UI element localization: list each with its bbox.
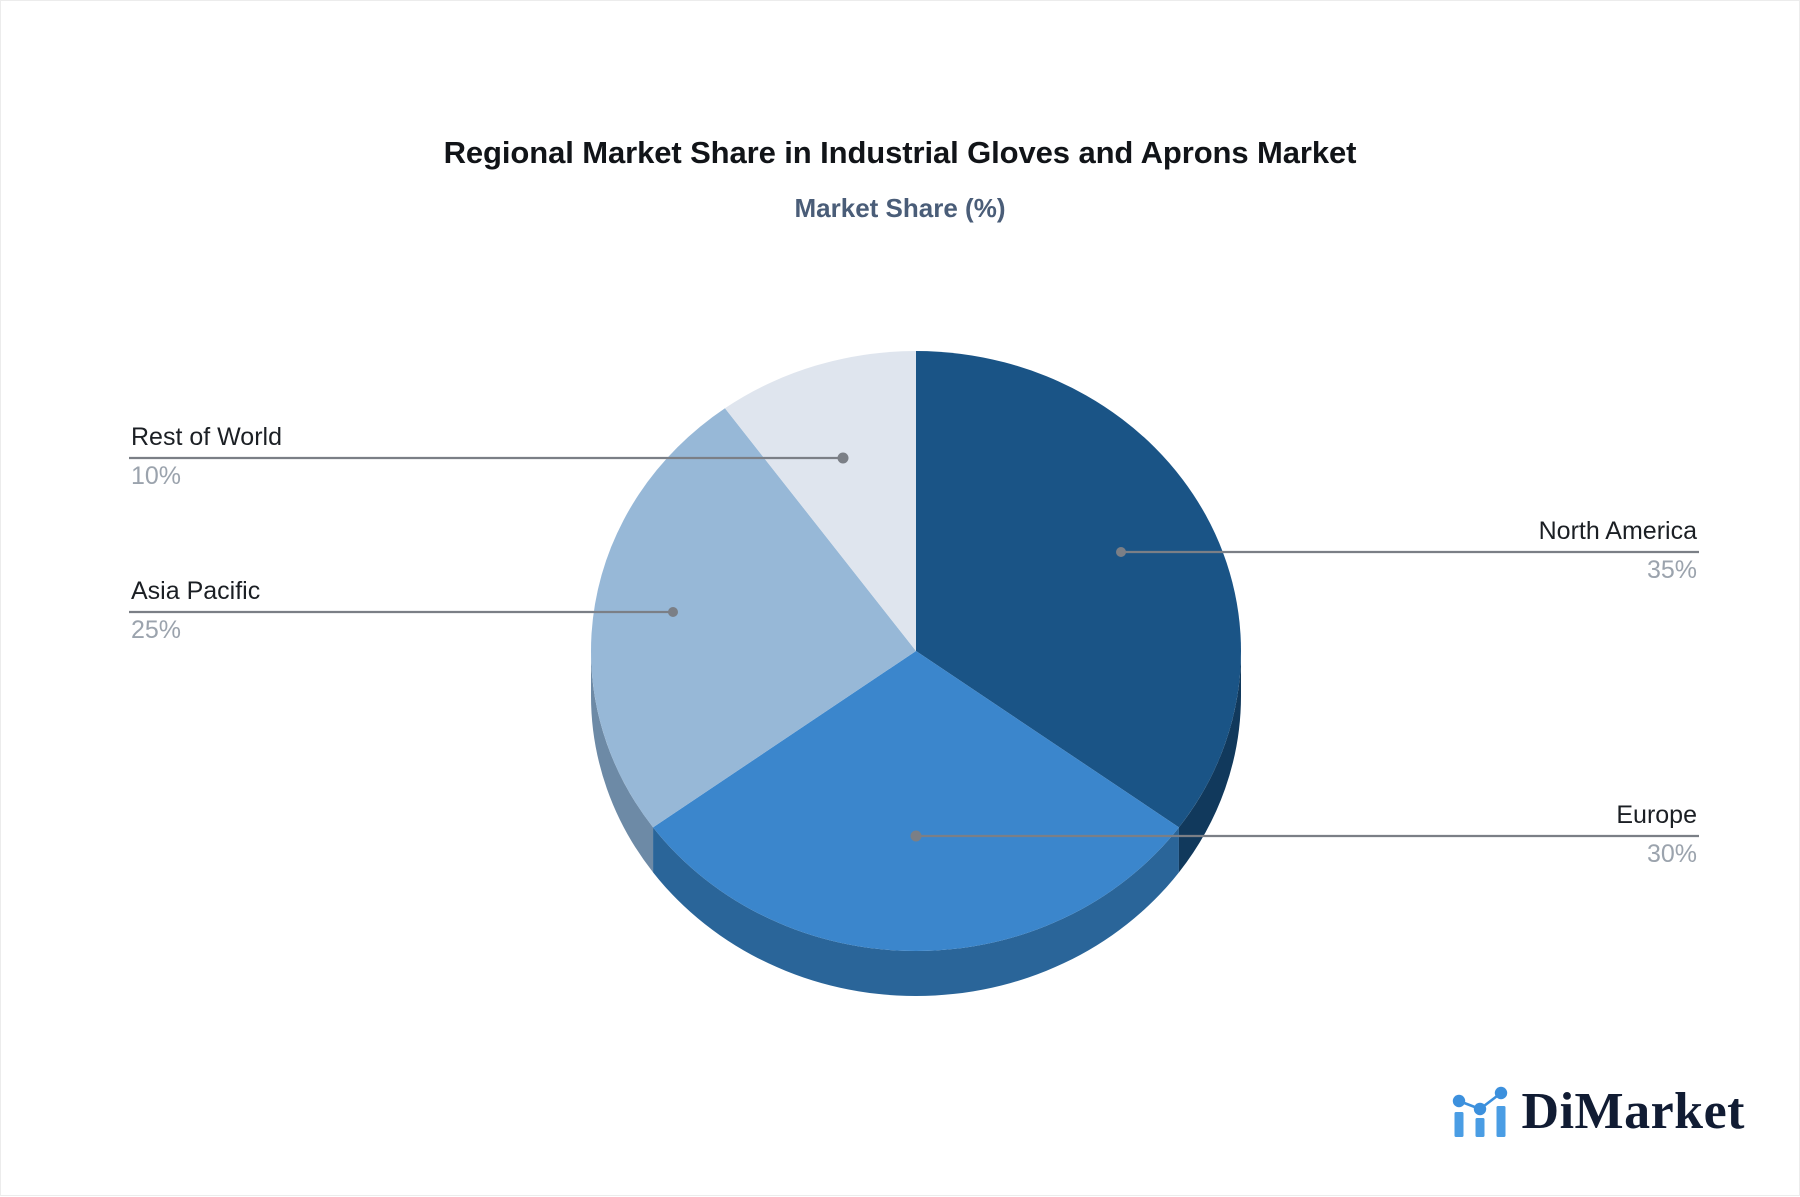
- callout-label-asia-pacific: Asia Pacific: [131, 577, 261, 605]
- callout-label-rest-of-world: Rest of World: [131, 423, 282, 451]
- slice-north-america[interactable]: [916, 351, 1241, 828]
- pie-slices: [590, 351, 1241, 951]
- callout-label-north-america: North America: [1538, 517, 1697, 545]
- brand-logo: DiMarket: [1452, 1085, 1745, 1139]
- wall-asia-pacific: [591, 651, 654, 873]
- callout-value-asia-pacific: 25%: [131, 616, 182, 644]
- pie-depth-walls: [591, 651, 1241, 997]
- callout-europe: Europe 30%: [1616, 801, 1697, 869]
- leader-dots: [668, 452, 1126, 842]
- callout-value-rest-of-world: 10%: [131, 462, 182, 490]
- wall-europe: [653, 827, 1179, 997]
- leader-lines: [129, 456, 1699, 838]
- leader-dot-rest-of-world: [837, 452, 849, 464]
- callout-rest-of-world: Rest of World 10%: [131, 423, 282, 491]
- slice-europe[interactable]: [653, 651, 1179, 951]
- chart-subtitle: Market Share (%): [794, 193, 1006, 223]
- wall-north-america: [1178, 651, 1241, 873]
- callout-label-europe: Europe: [1616, 801, 1697, 829]
- page-title: Regional Market Share in Industrial Glov…: [443, 135, 1357, 170]
- leader-dot-asia-pacific: [668, 607, 678, 617]
- leader-dot-north-america: [1116, 547, 1126, 557]
- callout-value-north-america: 35%: [1646, 556, 1697, 584]
- bar-trend-icon: [1452, 1086, 1507, 1137]
- slice-rest-of-world[interactable]: [724, 351, 916, 651]
- callout-asia-pacific: Asia Pacific 25%: [131, 577, 260, 645]
- logo-text: DiMarket: [1521, 1083, 1745, 1140]
- callout-value-europe: 30%: [1646, 840, 1697, 868]
- leader-dot-europe: [910, 830, 922, 842]
- callout-north-america: North America 35%: [1539, 517, 1697, 585]
- slice-asia-pacific[interactable]: [590, 408, 916, 828]
